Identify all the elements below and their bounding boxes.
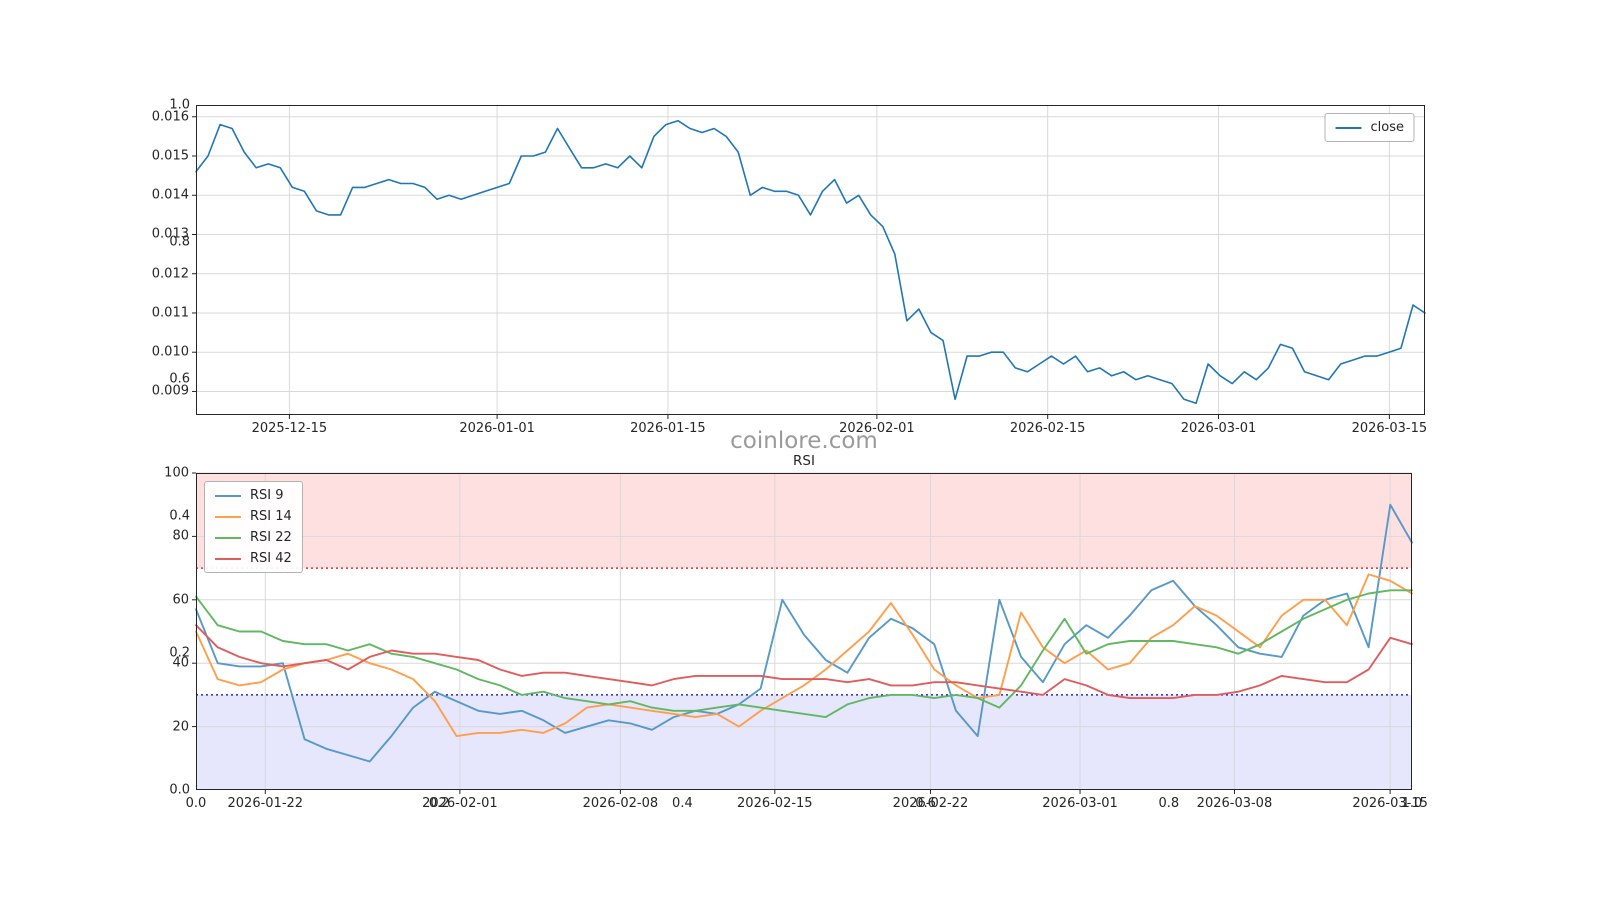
- rsi-xtick-label: 2026-02-08: [582, 796, 659, 811]
- rsi-ytick-label: 60: [172, 592, 189, 608]
- legend-label: RSI 22: [250, 530, 292, 545]
- price-xtick-label: 2026-02-01: [839, 421, 915, 436]
- legend-line-sample: [215, 515, 241, 518]
- price-ytick-label: 0.016: [151, 109, 189, 125]
- overlay-ytick-label: 0.8: [169, 234, 190, 250]
- overlay-ytick-label: 0.4: [169, 508, 190, 524]
- price-xtick-label: 2026-03-01: [1180, 421, 1257, 436]
- rsi-axes-spine: [196, 473, 1412, 790]
- rsi-xtick-label: 2026-03-15: [1352, 796, 1428, 811]
- overlay-ytick-label: 1.0: [169, 97, 190, 113]
- overlay-xtick-label: 1.0: [1401, 796, 1423, 811]
- price-ytick-label: 0.014: [151, 187, 189, 203]
- series-line-rsi-42: [195, 624, 1413, 700]
- legend-line-sample: [215, 557, 241, 560]
- overlay-xtick-label: 0.4: [672, 796, 693, 811]
- price-ytick-label: 0.009: [151, 383, 189, 399]
- series-line-rsi-22: [195, 589, 1413, 719]
- price-xtick-label: 2026-01-01: [459, 421, 535, 436]
- legend-line-sample: [1335, 126, 1362, 129]
- legend-line-sample: [215, 494, 241, 497]
- rsi-ytick-label: 80: [172, 528, 189, 544]
- price-xtick-label: 2026-01-15: [630, 421, 706, 436]
- rsi-band: [196, 694, 1412, 790]
- rsi-xtick-label: 2026-02-01: [422, 796, 498, 811]
- price-ytick-label: 0.015: [151, 148, 189, 164]
- price-xtick-label: 2025-12-15: [251, 421, 328, 436]
- rsi-ytick-label: 40: [172, 655, 189, 671]
- overlay-ytick-label: 0.0: [169, 782, 190, 798]
- price-axes-spine: [196, 105, 1425, 415]
- rsi-chart-title: RSI: [793, 453, 815, 469]
- rsi-legend: RSI 9 RSI 14 RSI 22 RSI 42: [204, 481, 303, 573]
- legend-label: close: [1370, 120, 1404, 135]
- price-legend: close: [1324, 113, 1415, 142]
- overlay-xtick-label: 0.0: [185, 796, 207, 811]
- legend-entry: RSI 42: [215, 551, 292, 566]
- legend-label: RSI 14: [250, 509, 292, 524]
- price-ytick-label: 0.013: [151, 226, 189, 242]
- price-chart-svg: [192, 105, 1426, 419]
- rsi-band: [196, 473, 1412, 569]
- rsi-xtick-label: 2026-02-15: [737, 796, 813, 811]
- rsi-ytick-label: 20: [172, 719, 189, 735]
- rsi-chart-svg: [192, 472, 1413, 794]
- price-xtick-label: 2026-02-15: [1009, 421, 1086, 436]
- series-line-close: [195, 119, 1426, 405]
- series-line-rsi-14: [195, 573, 1413, 738]
- overlay-ytick-label: 0.2: [169, 645, 190, 661]
- legend-entry: RSI 9: [215, 488, 292, 503]
- watermark: coinlore.com: [730, 428, 878, 454]
- rsi-xtick-label: 2026-03-08: [1196, 796, 1273, 811]
- legend-entry: close: [1335, 120, 1404, 135]
- legend-entry: RSI 22: [215, 530, 292, 545]
- price-ytick-label: 0.011: [151, 305, 189, 321]
- price-ytick-label: 0.012: [151, 266, 189, 282]
- rsi-xtick-label: 2026-01-22: [227, 796, 304, 811]
- overlay-xtick-label: 0.8: [1158, 796, 1180, 811]
- rsi-ytick-label: 100: [164, 465, 189, 481]
- rsi-xtick-label: 2026-03-01: [1042, 796, 1118, 811]
- price-xtick-label: 2026-03-15: [1351, 421, 1428, 436]
- price-ytick-label: 0.010: [151, 344, 189, 360]
- rsi-xtick-label: 2026-02-22: [892, 796, 969, 811]
- legend-entry: RSI 14: [215, 509, 292, 524]
- legend-label: RSI 42: [250, 551, 292, 566]
- overlay-ytick-label: 0.6: [169, 371, 190, 387]
- series-line-rsi-9: [195, 503, 1413, 763]
- overlay-xtick-label: 0.6: [915, 796, 936, 811]
- legend-label: RSI 9: [250, 488, 284, 503]
- legend-line-sample: [215, 536, 241, 539]
- overlay-xtick-label: 0.2: [428, 796, 450, 811]
